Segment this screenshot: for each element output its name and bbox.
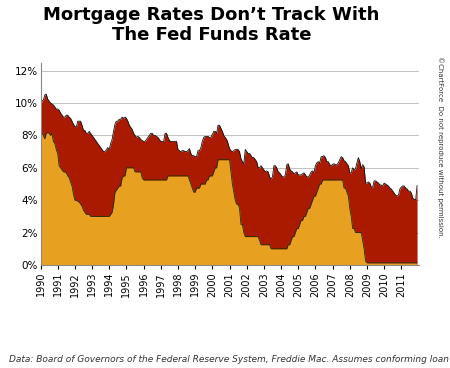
Text: Data: Board of Governors of the Federal Reserve System, Freddie Mac. Assumes con: Data: Board of Governors of the Federal … (9, 355, 450, 364)
Text: ©ChartForce  Do not reproduce without permission.: ©ChartForce Do not reproduce without per… (436, 56, 443, 238)
Text: Mortgage Rates Don’t Track With
The Fed Funds Rate: Mortgage Rates Don’t Track With The Fed … (43, 6, 380, 44)
